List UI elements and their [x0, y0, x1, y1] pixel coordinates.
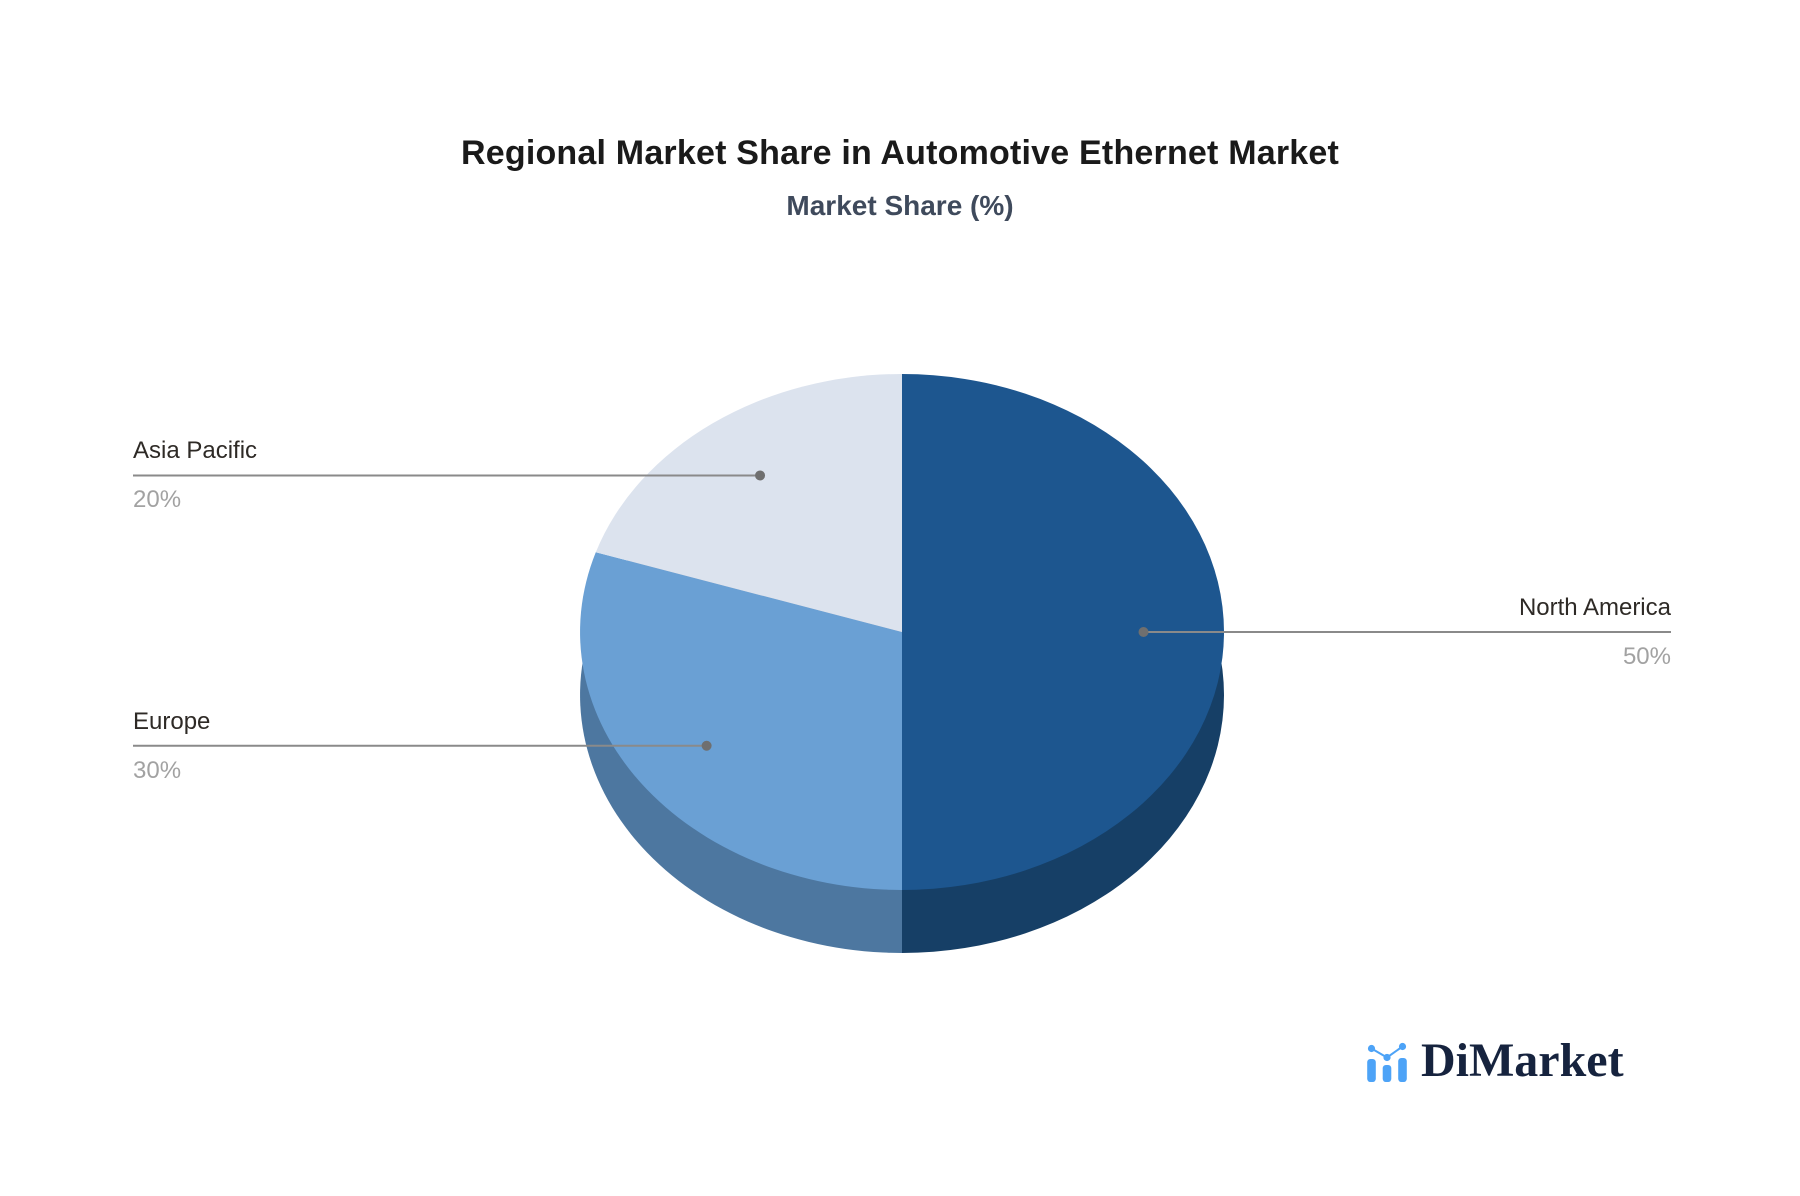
chart-subtitle: Market Share (%) [786, 190, 1014, 221]
leader-dot-north-america [1138, 627, 1149, 637]
callout-north-america: North America 50% [1241, 593, 1671, 672]
slice-label: Europe [133, 707, 211, 735]
pie-slice-europe[interactable] [580, 552, 902, 890]
pie-slice-north-america[interactable] [902, 374, 1224, 890]
slice-label: Asia Pacific [133, 437, 258, 465]
slice-label: North America [1518, 594, 1671, 621]
leader-dot-europe [701, 740, 712, 751]
bar-chart-logo-icon [1367, 1042, 1407, 1082]
pie-slice-asia-pacific[interactable] [595, 374, 902, 632]
slice-value: 20% [133, 486, 182, 514]
leader-dot-asia-pacific [755, 470, 766, 481]
slice-value: 50% [1622, 643, 1671, 670]
callout-europe: Europe 30% [133, 707, 563, 786]
slice-value: 30% [133, 756, 182, 784]
chart-title: Regional Market Share in Automotive Ethe… [460, 134, 1339, 172]
logo-text: DiMarket [1421, 1034, 1624, 1087]
callout-asia-pacific: Asia Pacific 20% [133, 436, 563, 515]
dimarket-logo: DiMarket [1366, 1034, 1624, 1087]
